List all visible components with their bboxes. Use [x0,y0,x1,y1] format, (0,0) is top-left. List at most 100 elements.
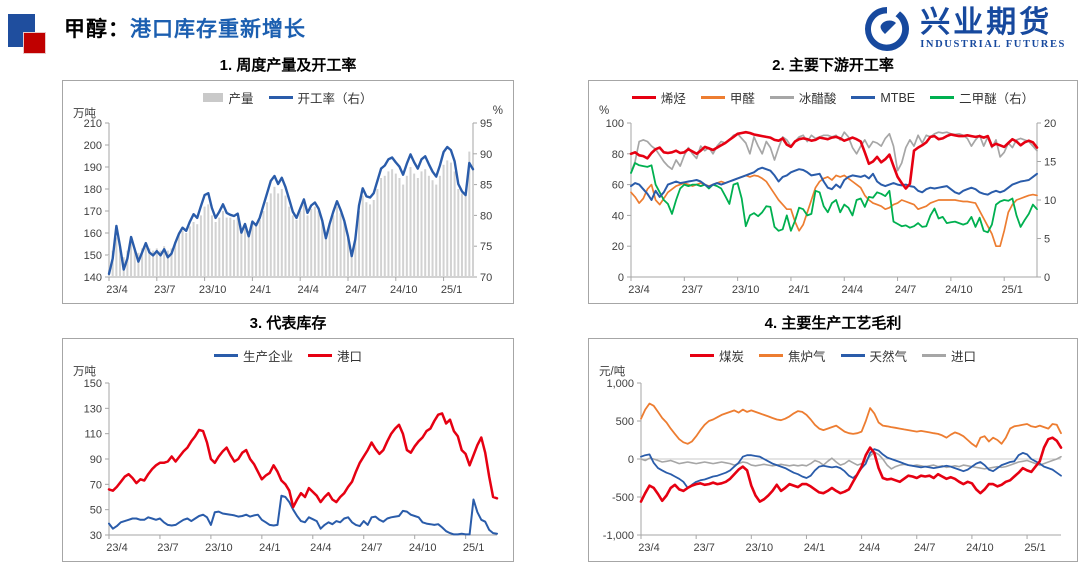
legend-swatch [203,93,224,102]
bar-产量 [258,219,261,277]
y-axis-unit-left: 万吨 [73,366,96,378]
x-axis-tick-label: 23/10 [199,284,227,296]
x-axis-tick-label: 23/4 [106,542,127,554]
legend-swatch [700,96,725,99]
bar-产量 [126,250,129,277]
bar-产量 [335,206,338,277]
bar-产量 [405,175,408,277]
bar-产量 [233,219,236,277]
y-axis-tick-label: 80 [612,149,624,161]
bar-产量 [273,186,276,277]
x-axis-tick-label: 23/4 [106,284,127,296]
legend-swatch [851,96,876,99]
chart-legend: 产量 开工率（右） [63,88,513,107]
x-axis-tick-label: 25/1 [441,284,462,296]
y-axis-tick-label: 130 [84,403,102,415]
y-axis-right-tick-label: 10 [1044,195,1056,207]
bar-产量 [288,206,291,277]
y-axis-tick-label: 40 [612,210,624,222]
y-axis-tick-label: 210 [84,118,102,130]
bar-产量 [148,248,151,277]
legend-swatch [689,354,714,357]
y-axis-unit-left: 元/吨 [599,366,626,378]
line-港口 [107,412,499,509]
bar-产量 [453,171,456,277]
line-烯烃 [629,130,1039,190]
legend-label: 二甲醚（右） [959,92,1035,106]
bar-产量 [398,178,401,277]
x-axis-tick-label: 23/4 [628,284,649,296]
bar-产量 [155,248,158,277]
bar-产量 [383,175,386,277]
bar-产量 [247,233,250,277]
legend-label: 煤炭 [718,350,744,364]
bar-产量 [280,189,283,277]
x-axis-tick-label: 24/1 [259,542,280,554]
bar-产量 [299,211,302,277]
title-marker-red-square [24,33,45,53]
bar-产量 [166,250,169,277]
chart-canvas: 30 50 70 90 110 130 150 23/4 23/7 23/10 24/1 24/4 24… [84,378,499,554]
y-axis-right-tick-label: 70 [480,272,492,284]
chart-canvas: 0 20 40 60 80 100 0 5 10 15 20 23/4 23/7 23/10 24/1 24/… [606,118,1057,296]
bar-产量 [460,193,463,277]
chart-title: 3. 代表库存 [249,315,327,332]
x-axis-tick-label: 23/7 [682,284,703,296]
bar-产量 [262,211,265,277]
company-name-en: INDUSTRIAL FUTURES [920,38,1066,50]
y-axis-right-tick-label: 85 [480,180,492,192]
x-axis-tick-label: 24/10 [409,542,437,554]
y-axis-tick-label: 110 [84,429,102,441]
bar-产量 [324,235,327,277]
x-axis-tick-label: 24/4 [297,284,318,296]
y-axis-unit-right: % [492,105,503,117]
x-axis-tick-label: 24/10 [966,542,994,554]
y-axis-tick-label: 190 [84,162,102,174]
y-axis-right-tick-label: 90 [480,149,492,161]
bar-产量 [251,222,254,277]
chart-box: 产量 开工率（右） 万吨 % 140 150 160 170 180 190 200 210 70… [62,80,514,304]
legend-swatch [631,96,656,99]
line-开工率（右） [107,145,475,276]
y-axis-tick-label: 180 [84,184,102,196]
bar-产量 [137,252,140,277]
legend-item: 冰醋酸 [769,88,836,107]
x-axis-tick-label: 25/1 [1024,542,1045,554]
y-axis-tick-label: 60 [612,180,624,192]
bar-产量 [354,237,357,277]
x-axis-tick-label: 23/10 [205,542,233,554]
bar-产量 [391,169,394,277]
legend-item: 煤炭 [689,346,744,365]
bar-产量 [350,250,353,277]
bar-产量 [409,167,412,277]
x-axis-tick-label: 24/7 [895,284,916,296]
legend-item: 二甲醚（右） [930,88,1034,107]
bar-产量 [376,189,379,277]
y-axis-tick-label: -500 [612,492,634,504]
chart-box: 生产企业 港口 万吨 30 50 70 90 110 130 150 23/4 23/7 23/10… [62,338,514,562]
x-axis-tick-label: 24/7 [361,542,382,554]
legend-swatch [308,354,332,357]
bar-产量 [210,215,213,277]
chart-legend: 生产企业 港口 [63,346,513,365]
bar-产量 [457,189,460,277]
bar-产量 [181,230,184,277]
legend-item: 天然气 [840,346,907,365]
y-axis-tick-label: 70 [90,479,102,491]
y-axis-tick-label: 90 [90,454,102,466]
chart-cell-inventory: 3. 代表库存 生产企业 港口 万吨 30 50 70 90 110 130 150 23/4 2… [62,312,514,562]
legend-label: 产量 [228,92,254,106]
bar-产量 [214,222,217,277]
bar-产量 [144,244,147,277]
bar-产量 [468,151,471,277]
y-axis-tick-label: 100 [606,118,624,130]
y-axis-tick-label: 500 [616,416,634,428]
line-煤炭 [639,436,1063,503]
chart-box: 烯烃 甲醛 冰醋酸 MTBE 二甲醚（右） % 0 20 40 60 80 100 0 5 10 15 20… [588,80,1078,304]
bar-产量 [277,193,280,277]
page-title: 甲醇：港口库存重新增长 [64,13,306,43]
line-MTBE [630,166,1038,201]
bar-产量 [402,184,405,277]
y-axis-tick-label: 200 [84,140,102,152]
bar-产量 [343,222,346,277]
